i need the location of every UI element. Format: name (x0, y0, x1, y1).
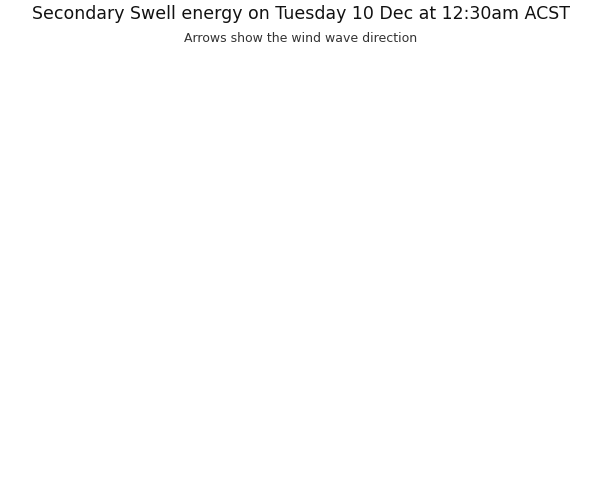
Text: cartopy required: cartopy required (243, 260, 358, 274)
Text: Arrows show the wind wave direction: Arrows show the wind wave direction (184, 32, 417, 44)
Text: Secondary Swell energy on Tuesday 10 Dec at 12:30am ACST: Secondary Swell energy on Tuesday 10 Dec… (31, 5, 570, 23)
